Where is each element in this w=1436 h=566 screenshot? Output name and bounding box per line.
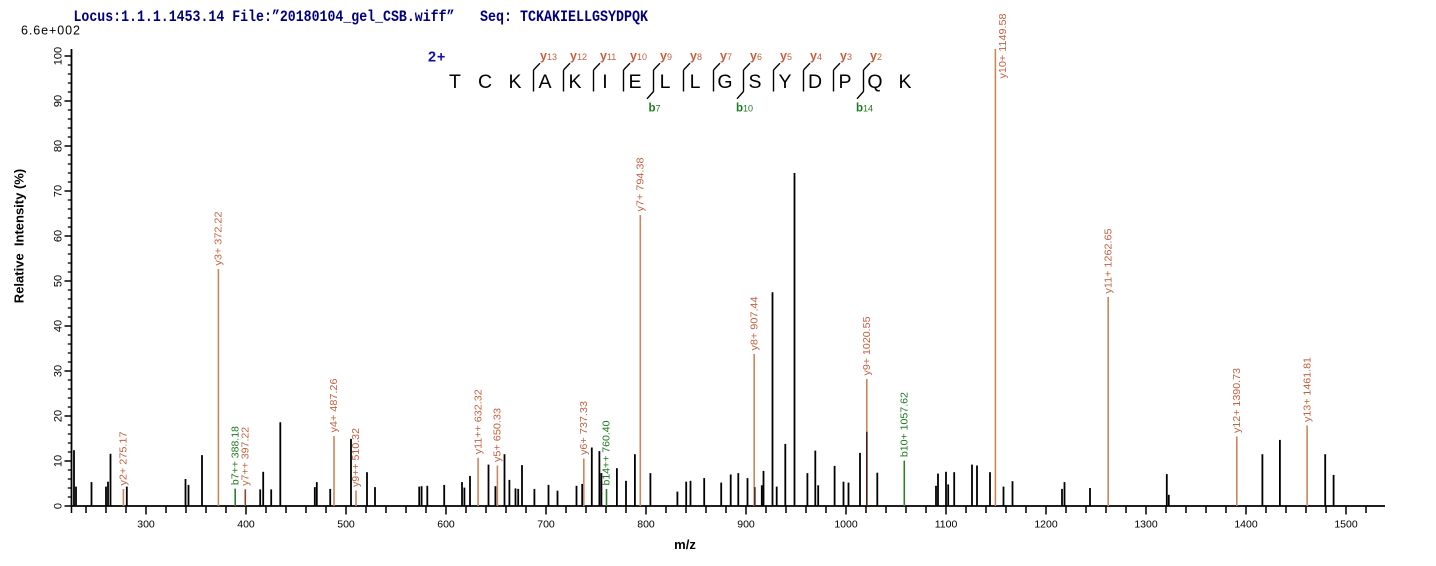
svg-text:m/z: m/z xyxy=(674,537,696,552)
svg-text:S: S xyxy=(748,71,761,93)
svg-text:A: A xyxy=(538,71,551,93)
svg-text:Q: Q xyxy=(867,71,882,93)
svg-text:Y: Y xyxy=(778,71,791,93)
svg-text:K: K xyxy=(568,71,581,93)
svg-text:y5+ 650.33: y5+ 650.33 xyxy=(492,408,504,462)
svg-text:y5: y5 xyxy=(780,49,792,63)
svg-text:P: P xyxy=(838,71,851,93)
svg-text:I: I xyxy=(602,71,607,93)
svg-text:1500: 1500 xyxy=(1334,518,1358,530)
svg-text:C: C xyxy=(478,71,492,93)
svg-text:y12: y12 xyxy=(570,49,587,63)
svg-text:6.6e+002: 6.6e+002 xyxy=(21,24,80,38)
svg-text:80: 80 xyxy=(53,140,65,152)
svg-text:y12+ 1390.73: y12+ 1390.73 xyxy=(1231,368,1243,433)
svg-text:y7+ 794.38: y7+ 794.38 xyxy=(635,157,647,211)
svg-text:y4+ 487.26: y4+ 487.26 xyxy=(328,378,340,432)
svg-text:b14++ 760.40: b14++ 760.40 xyxy=(601,420,613,485)
svg-text:y11++ 632.32: y11++ 632.32 xyxy=(472,389,484,454)
svg-text:y11: y11 xyxy=(600,49,616,63)
svg-text:y13: y13 xyxy=(540,49,557,63)
svg-text:b7++ 388.18: b7++ 388.18 xyxy=(229,426,241,485)
svg-text:1100: 1100 xyxy=(935,518,958,530)
svg-text:100: 100 xyxy=(53,47,65,65)
svg-text:T: T xyxy=(449,71,461,93)
svg-text:y6: y6 xyxy=(750,49,762,63)
svg-text:400: 400 xyxy=(237,518,255,530)
svg-text:y3: y3 xyxy=(840,49,852,63)
svg-text:0: 0 xyxy=(53,503,65,509)
svg-text:1000: 1000 xyxy=(834,518,858,530)
svg-text:1300: 1300 xyxy=(1134,518,1158,530)
svg-text:800: 800 xyxy=(637,518,655,530)
svg-text:Locus:1.1.1.1453.14 File:”2018: Locus:1.1.1.1453.14 File:”20180104_gel_C… xyxy=(74,9,455,26)
svg-text:b10: b10 xyxy=(736,103,753,115)
svg-text:D: D xyxy=(808,71,822,93)
svg-text:600: 600 xyxy=(437,518,455,530)
svg-text:y8: y8 xyxy=(690,49,702,63)
svg-text:900: 900 xyxy=(737,518,755,530)
svg-text:70: 70 xyxy=(53,185,65,197)
svg-text:y6+ 737.33: y6+ 737.33 xyxy=(578,401,590,455)
svg-text:30: 30 xyxy=(53,365,65,377)
svg-text:60: 60 xyxy=(53,230,65,242)
svg-text:y10: y10 xyxy=(630,49,647,63)
svg-text:y13+ 1461.81: y13+ 1461.81 xyxy=(1301,357,1313,422)
svg-text:b7: b7 xyxy=(648,103,660,115)
svg-text:y8+ 907.44: y8+ 907.44 xyxy=(748,296,760,350)
svg-text:y4: y4 xyxy=(810,49,822,63)
svg-text:b10+ 1057.62: b10+ 1057.62 xyxy=(899,392,911,457)
svg-text:K: K xyxy=(508,71,521,93)
svg-text:y2: y2 xyxy=(870,49,882,63)
svg-text:L: L xyxy=(690,71,701,93)
svg-text:G: G xyxy=(717,71,732,93)
svg-text:10: 10 xyxy=(53,455,65,467)
svg-text:500: 500 xyxy=(337,518,355,530)
svg-text:y9++ 510.32: y9++ 510.32 xyxy=(350,428,362,487)
svg-text:Relative Intensity (%): Relative Intensity (%) xyxy=(12,169,27,303)
svg-text:2+: 2+ xyxy=(428,50,446,66)
svg-text:y7++ 397.22: y7++ 397.22 xyxy=(240,427,252,486)
svg-text:y2+ 275.17: y2+ 275.17 xyxy=(118,431,130,485)
svg-text:40: 40 xyxy=(53,320,65,332)
svg-text:b14: b14 xyxy=(856,103,873,115)
svg-text:y7: y7 xyxy=(720,49,732,63)
svg-text:1200: 1200 xyxy=(1034,518,1058,530)
svg-text:1400: 1400 xyxy=(1234,518,1258,530)
svg-text:y9+ 1020.55: y9+ 1020.55 xyxy=(861,316,873,375)
svg-text:y3+ 372.22: y3+ 372.22 xyxy=(213,211,225,265)
svg-text:50: 50 xyxy=(53,275,65,287)
svg-text:y10+ 1149.58: y10+ 1149.58 xyxy=(997,13,1009,78)
svg-text:E: E xyxy=(628,71,641,93)
svg-text:y9: y9 xyxy=(660,49,672,63)
svg-text:300: 300 xyxy=(137,518,155,530)
svg-text:y11+ 1262.65: y11+ 1262.65 xyxy=(1102,228,1114,293)
svg-text:K: K xyxy=(898,71,911,93)
svg-text:L: L xyxy=(660,71,671,93)
svg-text:Seq: TCKAKIELLGSYDPQK: Seq: TCKAKIELLGSYDPQK xyxy=(480,9,648,26)
svg-text:20: 20 xyxy=(53,410,65,422)
svg-text:700: 700 xyxy=(537,518,555,530)
svg-text:90: 90 xyxy=(53,95,65,107)
